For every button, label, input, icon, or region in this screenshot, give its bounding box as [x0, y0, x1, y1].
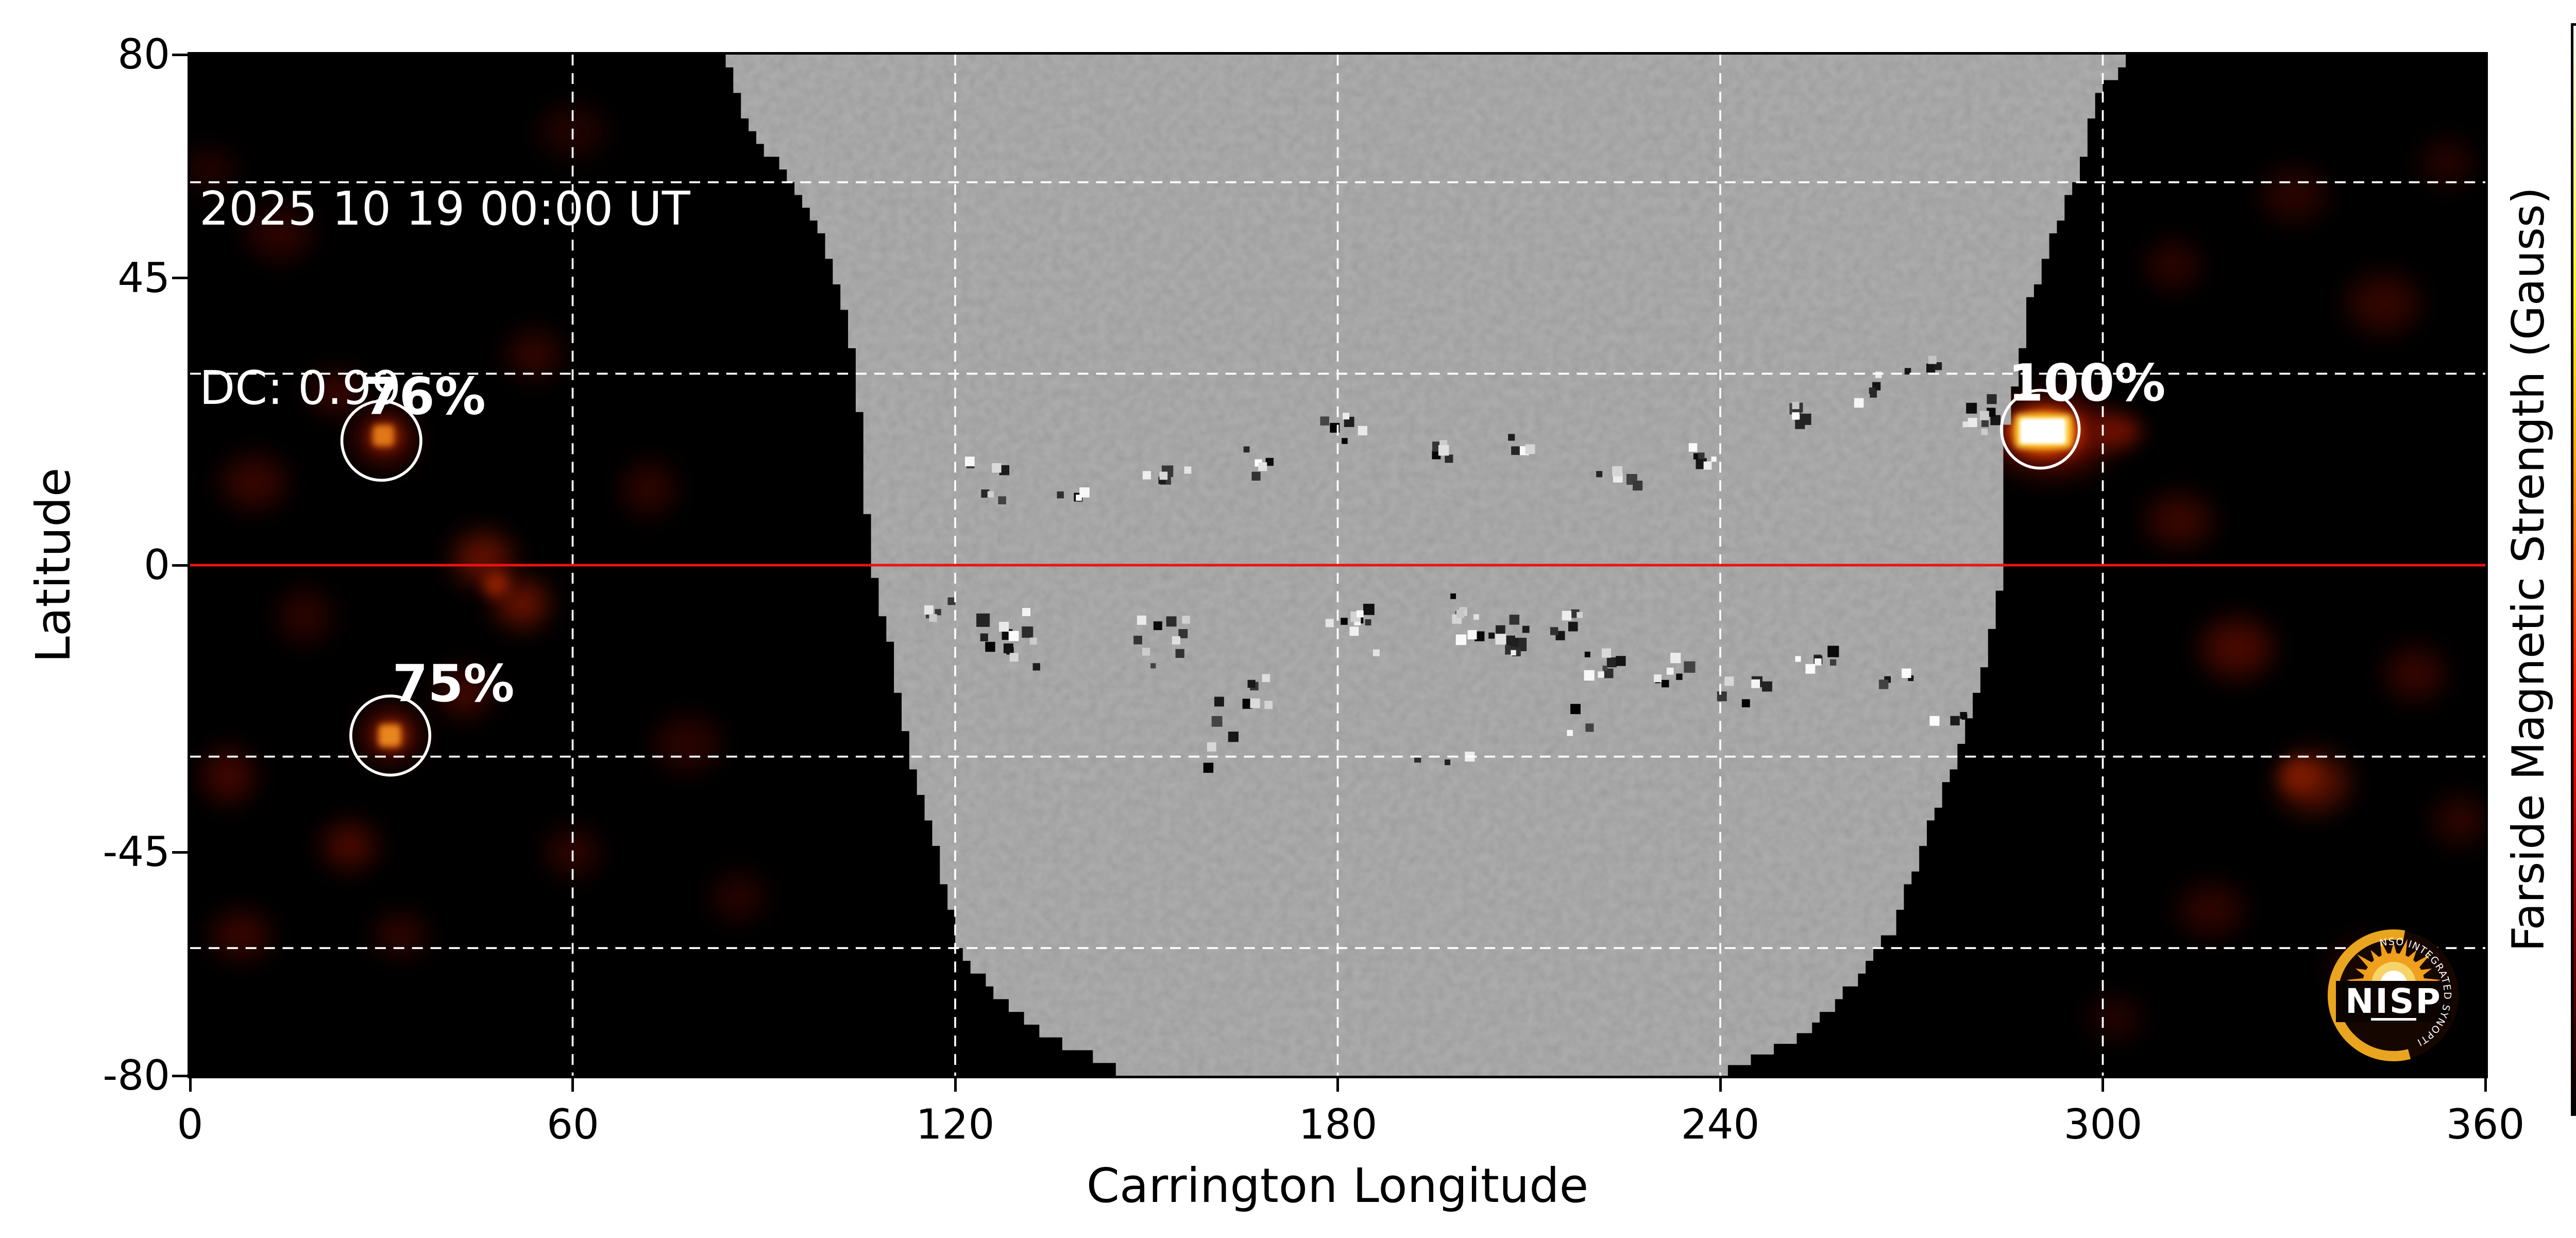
x-tick-label: 120: [916, 1100, 995, 1148]
x-tick-mark: [1719, 1078, 1722, 1092]
x-tick-label: 300: [2063, 1100, 2143, 1148]
y-tick-label: 0: [144, 541, 170, 589]
map-annotation: 2025 10 19 00:00 UT DC: 0.99: [199, 60, 690, 538]
x-tick-mark: [189, 1078, 192, 1092]
farside-activity-blobs: [190, 106, 2485, 1038]
x-axis-label: Carrington Longitude: [1086, 1158, 1589, 1213]
farside-colorbar: [2571, 23, 2576, 1116]
frontside-active-region-speckles: [924, 355, 2001, 773]
logo-underline: [2371, 1018, 2416, 1021]
detection-circle: [340, 399, 422, 482]
logo-gold-ring: [2328, 929, 2411, 1061]
y-tick-mark: [172, 277, 188, 279]
magnetic-map-image: 76% 75% 100%: [190, 55, 2485, 1076]
y-tick-mark: [172, 564, 188, 567]
x-tick-label: 360: [2446, 1100, 2525, 1148]
logo-band: [2336, 981, 2451, 1022]
x-tick-label: 60: [547, 1100, 599, 1148]
y-tick-mark: [172, 54, 188, 56]
farside-colorbar-gradient: [2573, 26, 2576, 1113]
detection-probability-label: 75%: [393, 654, 515, 714]
x-tick-mark: [1336, 1078, 1339, 1092]
detection-probability-label: 100%: [2008, 353, 2166, 413]
detection-annotations: 76% 75% 100%: [340, 353, 2166, 777]
x-tick-mark: [2484, 1078, 2487, 1092]
farside-colorbar-label: Farside Magnetic Strength (Gauss): [2503, 186, 2554, 952]
detection-probability-label: 76%: [364, 367, 486, 426]
x-tick-mark: [954, 1078, 957, 1092]
x-tick-label: 240: [1681, 1100, 1760, 1148]
logo-wordmark: NISP: [2345, 981, 2442, 1021]
y-tick-label: -80: [103, 1052, 170, 1099]
y-tick-mark: [172, 851, 188, 854]
map-duty-cycle: DC: 0.99: [199, 361, 401, 415]
detection-circle: [349, 694, 432, 777]
y-tick-label: 45: [117, 254, 170, 302]
x-tick-label: 180: [1298, 1100, 1378, 1148]
detection-circle: [1999, 388, 2081, 470]
x-tick-label: 0: [177, 1100, 204, 1148]
y-tick-mark: [172, 1075, 188, 1077]
map-plot-area: 76% 75% 100% 2025 10 19 00:00 UT DC: 0.99 …: [188, 52, 2488, 1078]
y-tick-label: -45: [103, 828, 170, 876]
x-tick-mark: [2102, 1078, 2104, 1092]
y-tick-label: 80: [117, 30, 170, 78]
x-tick-mark: [571, 1078, 574, 1092]
map-timestamp: 2025 10 19 00:00 UT: [199, 182, 690, 236]
